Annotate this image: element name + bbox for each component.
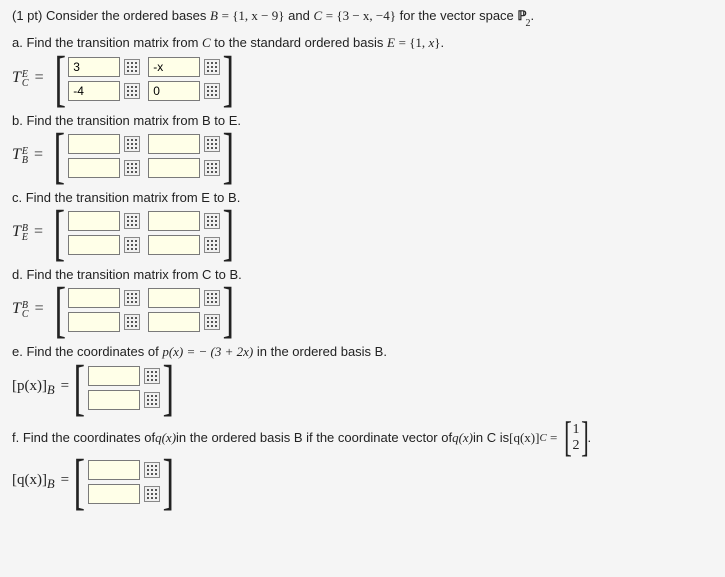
header-text-1: Consider the ordered bases [46,8,210,23]
set-B: {1, x − 9} [232,8,284,23]
part-d-answer: TBC= [ ] [12,284,233,336]
input-b-0-0[interactable] [68,134,120,154]
part-f-prompt: f. Find the coordinates of q(x) in the o… [12,422,713,454]
label-TEB: TBE= [12,223,49,241]
grid-icon[interactable] [144,486,160,502]
input-c-0-1[interactable] [148,211,200,231]
grid-icon[interactable] [124,290,140,306]
input-f-0[interactable] [88,460,140,480]
header-text-4: . [531,8,535,23]
given-vec-1: 2 [573,438,580,454]
part-a-prompt: a. Find the transition matrix from C to … [12,35,713,51]
input-e-1[interactable] [88,390,140,410]
grid-icon[interactable] [204,237,220,253]
eq-sign-2: = [326,8,337,23]
grid-icon[interactable] [124,213,140,229]
matrix-c [64,207,224,259]
given-vector: [ 1 2 ] [565,422,588,454]
label-TCB: TBC= [12,300,50,318]
input-b-1-0[interactable] [68,158,120,178]
points: (1 pt) [12,8,42,23]
part-d-prompt: d. Find the transition matrix from C to … [12,267,713,282]
qx-C-label: [q(x)] [509,430,539,446]
qx-2: q(x) [452,430,473,446]
grid-icon[interactable] [204,314,220,330]
input-c-0-0[interactable] [68,211,120,231]
input-c-1-0[interactable] [68,235,120,255]
matrix-b [64,130,224,182]
input-e-0[interactable] [88,366,140,386]
input-d-0-0[interactable] [68,288,120,308]
part-f-mid2: in the ordered basis B if the coordinate… [176,430,452,445]
grid-icon[interactable] [204,136,220,152]
grid-icon[interactable] [204,213,220,229]
grid-icon[interactable] [204,290,220,306]
given-vec-0: 1 [573,422,580,438]
input-d-0-1[interactable] [148,288,200,308]
label-TCE: TEC= [12,69,50,87]
grid-icon[interactable] [204,59,220,75]
part-e-answer: [p(x)]B= [ ] [12,362,172,414]
part-e-post: in the ordered basis B. [257,344,387,359]
eq-sign-f: = [547,430,561,446]
set-C: {3 − x, −4} [336,8,396,23]
part-c-answer: TBE= [ ] [12,207,232,259]
label-pB: [p(x)]B= [12,378,75,398]
header-text-3: for the vector space [400,8,518,23]
qx-1: q(x) [155,430,176,446]
input-a-1-0[interactable] [68,81,120,101]
vector-f [84,456,164,508]
part-b-prompt: b. Find the transition matrix from B to … [12,113,713,128]
part-f-mid4: in C is [473,430,509,445]
space-P-sub: 2 [526,18,531,29]
part-a-answer: TEC= [ ] [12,53,233,105]
input-d-1-0[interactable] [68,312,120,332]
p-of-x: p(x) = − (3 + 2x) [162,344,253,359]
input-f-1[interactable] [88,484,140,504]
matrix-a [64,53,224,105]
input-a-0-0[interactable] [68,57,120,77]
part-b-answer: TEB= [ ] [12,130,232,182]
header-text-2: and [288,8,313,23]
eq-sign-1: = [222,8,233,23]
label-qB: [q(x)]B= [12,472,75,492]
grid-icon[interactable] [124,237,140,253]
input-a-0-1[interactable] [148,57,200,77]
part-e-pre: e. Find the coordinates of [12,344,162,359]
input-c-1-1[interactable] [148,235,200,255]
grid-icon[interactable] [124,160,140,176]
part-f-pre: f. Find the coordinates of [12,430,155,445]
part-c-prompt: c. Find the transition matrix from E to … [12,190,713,205]
matrix-d [64,284,224,336]
grid-icon[interactable] [204,83,220,99]
part-f-answer: [q(x)]B= [ ] [12,456,172,508]
grid-icon[interactable] [124,314,140,330]
input-b-0-1[interactable] [148,134,200,154]
input-d-1-1[interactable] [148,312,200,332]
grid-icon[interactable] [144,392,160,408]
input-b-1-1[interactable] [148,158,200,178]
space-P: ℙ [517,8,525,23]
part-e-prompt: e. Find the coordinates of p(x) = − (3 +… [12,344,713,360]
vector-e [84,362,164,414]
basis-C: C [313,8,322,23]
qx-C-sub: C [539,432,546,444]
grid-icon[interactable] [204,160,220,176]
basis-B: B [210,8,218,23]
grid-icon[interactable] [124,83,140,99]
input-a-1-1[interactable] [148,81,200,101]
grid-icon[interactable] [124,136,140,152]
grid-icon[interactable] [144,462,160,478]
grid-icon[interactable] [124,59,140,75]
grid-icon[interactable] [144,368,160,384]
problem-header: (1 pt) Consider the ordered bases B = {1… [12,8,713,27]
label-TBE: TEB= [12,146,49,164]
